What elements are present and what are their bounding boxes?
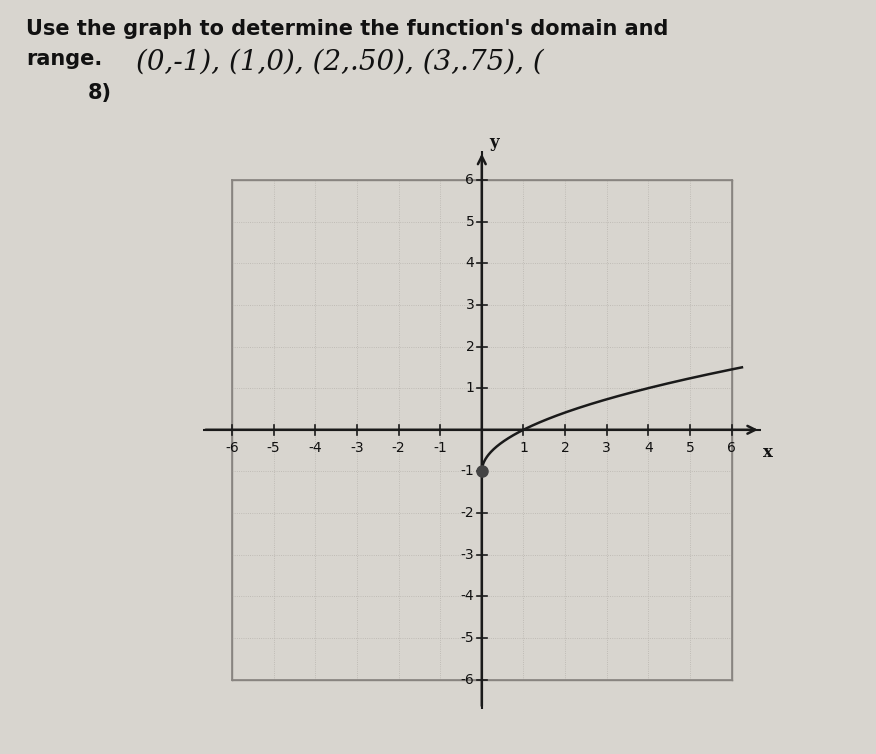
Text: 3: 3 — [465, 298, 474, 312]
Text: -5: -5 — [267, 441, 280, 455]
Text: 4: 4 — [465, 256, 474, 270]
Text: -3: -3 — [461, 547, 474, 562]
Text: (0,-1), (1,0), (2,.50), (3,.75), (: (0,-1), (1,0), (2,.50), (3,.75), ( — [136, 49, 543, 76]
Text: -6: -6 — [225, 441, 239, 455]
Text: -4: -4 — [461, 590, 474, 603]
Text: 3: 3 — [603, 441, 611, 455]
Text: -4: -4 — [308, 441, 322, 455]
Text: -1: -1 — [434, 441, 447, 455]
Text: 2: 2 — [465, 339, 474, 354]
Text: 4: 4 — [644, 441, 653, 455]
Text: -6: -6 — [461, 673, 474, 687]
Text: -3: -3 — [350, 441, 364, 455]
Text: 2: 2 — [561, 441, 569, 455]
Text: 5: 5 — [465, 215, 474, 228]
Text: Use the graph to determine the function's domain and: Use the graph to determine the function'… — [26, 19, 668, 39]
Text: -1: -1 — [461, 464, 474, 479]
Text: -2: -2 — [392, 441, 406, 455]
Text: 6: 6 — [727, 441, 736, 455]
Text: 1: 1 — [465, 381, 474, 395]
Text: 5: 5 — [686, 441, 695, 455]
Text: -2: -2 — [461, 506, 474, 520]
Text: x: x — [763, 444, 773, 461]
Text: -5: -5 — [461, 631, 474, 645]
Text: 1: 1 — [519, 441, 528, 455]
Text: 8): 8) — [88, 83, 111, 103]
Text: 6: 6 — [465, 173, 474, 187]
Text: y: y — [490, 133, 499, 151]
Text: range.: range. — [26, 49, 102, 69]
